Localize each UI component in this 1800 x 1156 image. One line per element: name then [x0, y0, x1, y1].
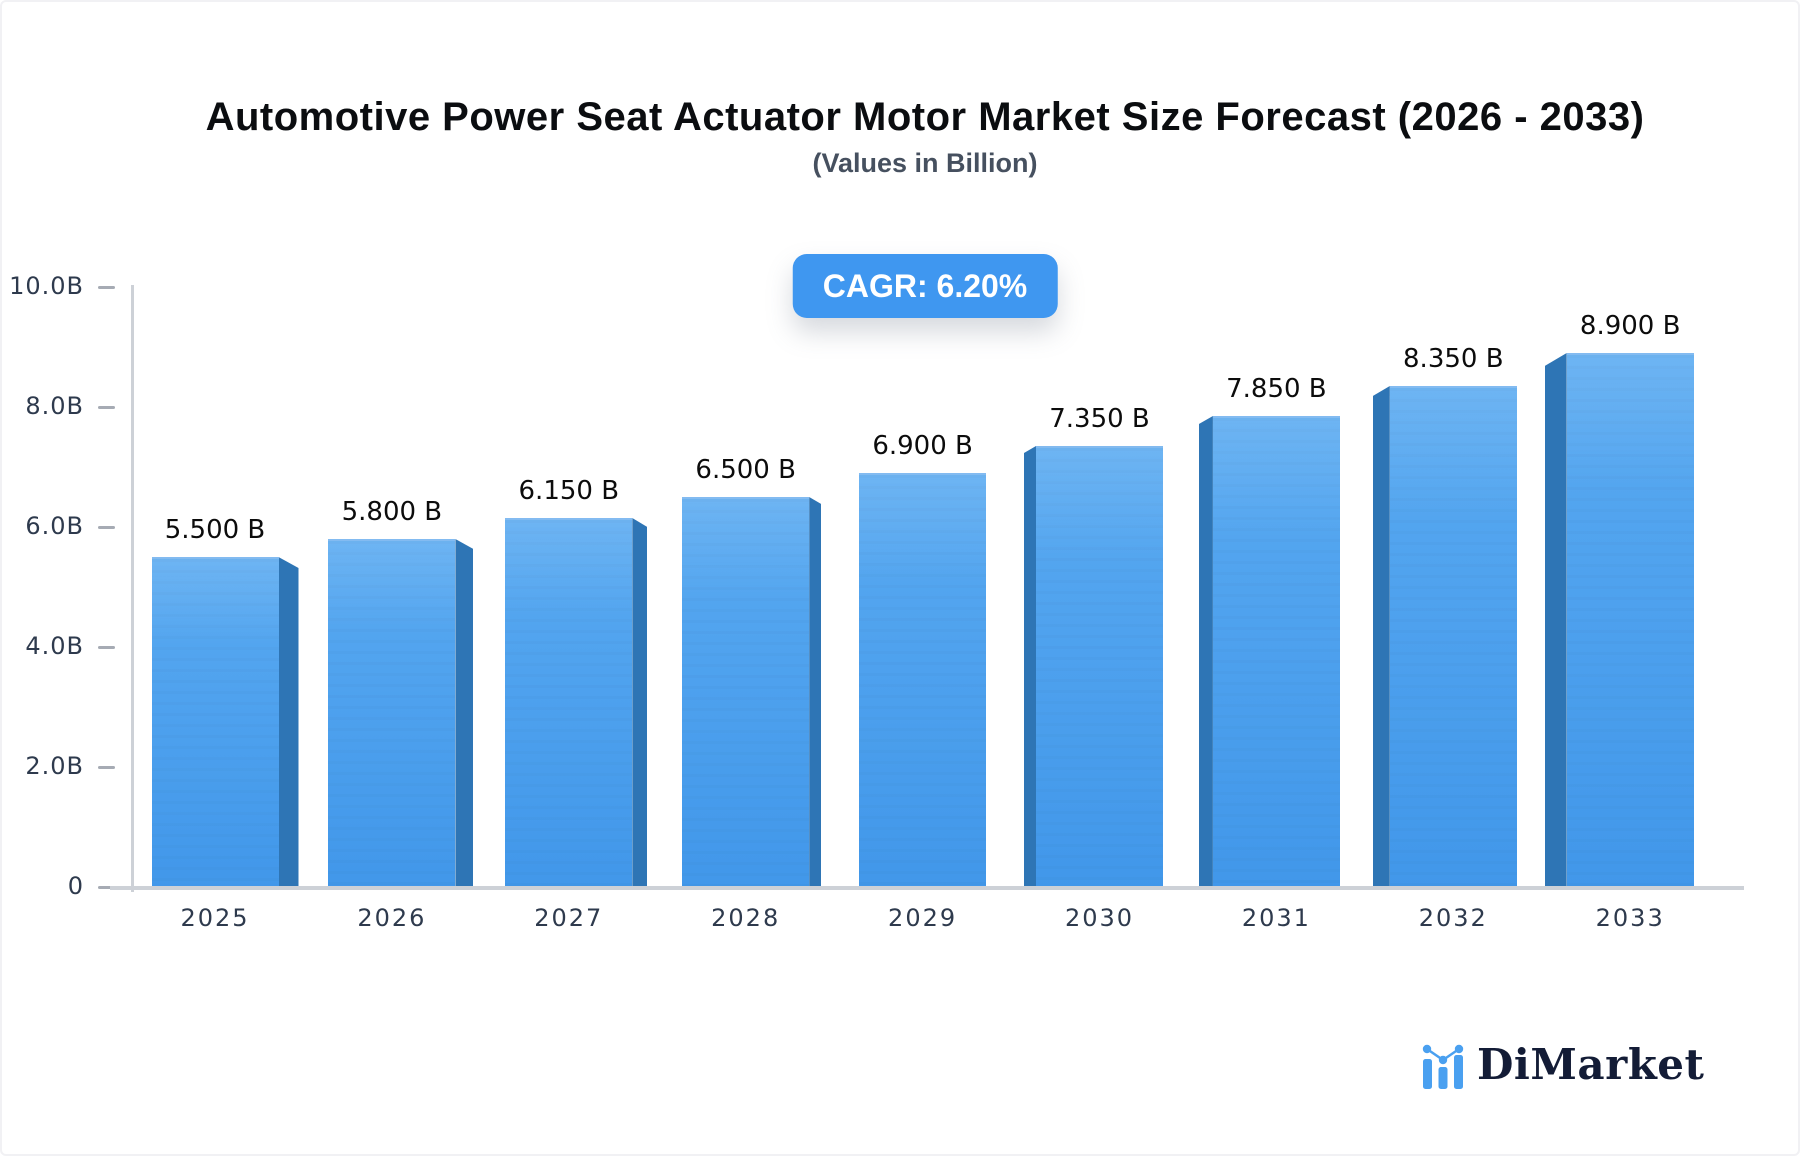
x-tick-label: 2028 — [711, 904, 781, 932]
mini-bar-line-chart-icon — [1422, 1041, 1464, 1089]
bar-value-label: 6.500 B — [695, 455, 796, 485]
bar-3d-side — [809, 497, 822, 890]
bar-2029[interactable] — [859, 473, 987, 890]
y-tick-mark — [98, 406, 115, 409]
bar-value-label: 7.850 B — [1226, 374, 1327, 404]
bar-3d-side — [455, 539, 474, 890]
bar-2030[interactable] — [1036, 446, 1163, 890]
x-tick-label: 2027 — [534, 904, 604, 932]
y-tick-label: 0 — [67, 872, 84, 900]
bar-value-label: 8.350 B — [1403, 344, 1504, 374]
bar-2032[interactable] — [1389, 386, 1517, 890]
x-tick-label: 2033 — [1595, 904, 1665, 932]
bar-2033[interactable] — [1566, 353, 1694, 890]
bar-value-label: 5.800 B — [341, 497, 443, 527]
brand-name: DiMarket — [1477, 1040, 1705, 1089]
bar-2031[interactable] — [1212, 416, 1340, 890]
bar-value-label: 5.500 B — [164, 515, 266, 545]
y-tick-label: 4.0B — [25, 632, 84, 660]
y-tick-mark — [98, 646, 115, 649]
bar-2028[interactable] — [682, 497, 810, 890]
bar-value-label: 8.900 B — [1579, 311, 1681, 341]
bar-3d-side — [1198, 416, 1213, 890]
y-tick-mark — [98, 766, 115, 769]
brand-logo: DiMarket — [1422, 1040, 1704, 1089]
bar-value-label: 6.900 B — [872, 431, 973, 461]
chart-subtitle: (Values in Billion) — [812, 148, 1038, 178]
bar-3d-side — [278, 557, 299, 890]
x-tick-label: 2032 — [1418, 904, 1488, 932]
bar-3d-side — [1024, 446, 1036, 890]
bar-3d-side — [632, 518, 648, 890]
x-tick-label: 2025 — [180, 904, 250, 932]
chart-title: Automotive Power Seat Actuator Motor Mar… — [205, 95, 1645, 139]
y-axis-line — [131, 285, 134, 892]
bar-value-label: 7.350 B — [1049, 404, 1150, 434]
bar-2026[interactable] — [328, 539, 456, 890]
y-tick-label: 10.0B — [9, 272, 84, 300]
y-tick-label: 8.0B — [25, 392, 84, 420]
y-tick-mark — [98, 886, 115, 889]
y-tick-label: 6.0B — [25, 512, 84, 540]
x-axis-line — [110, 886, 1744, 890]
x-tick-label: 2031 — [1241, 904, 1311, 932]
x-tick-label: 2026 — [357, 904, 427, 932]
x-tick-label: 2029 — [888, 904, 958, 932]
y-tick-mark — [98, 286, 115, 289]
bar-2025[interactable] — [151, 557, 279, 890]
bar-2027[interactable] — [505, 518, 633, 890]
y-tick-mark — [98, 526, 115, 529]
y-tick-label: 2.0B — [25, 752, 84, 780]
cagr-badge: CAGR: 6.20% — [792, 254, 1058, 318]
bar-3d-side — [1544, 353, 1567, 890]
bar-value-label: 6.150 B — [518, 476, 620, 506]
x-tick-label: 2030 — [1064, 904, 1135, 932]
bar-3d-side — [1372, 386, 1390, 890]
